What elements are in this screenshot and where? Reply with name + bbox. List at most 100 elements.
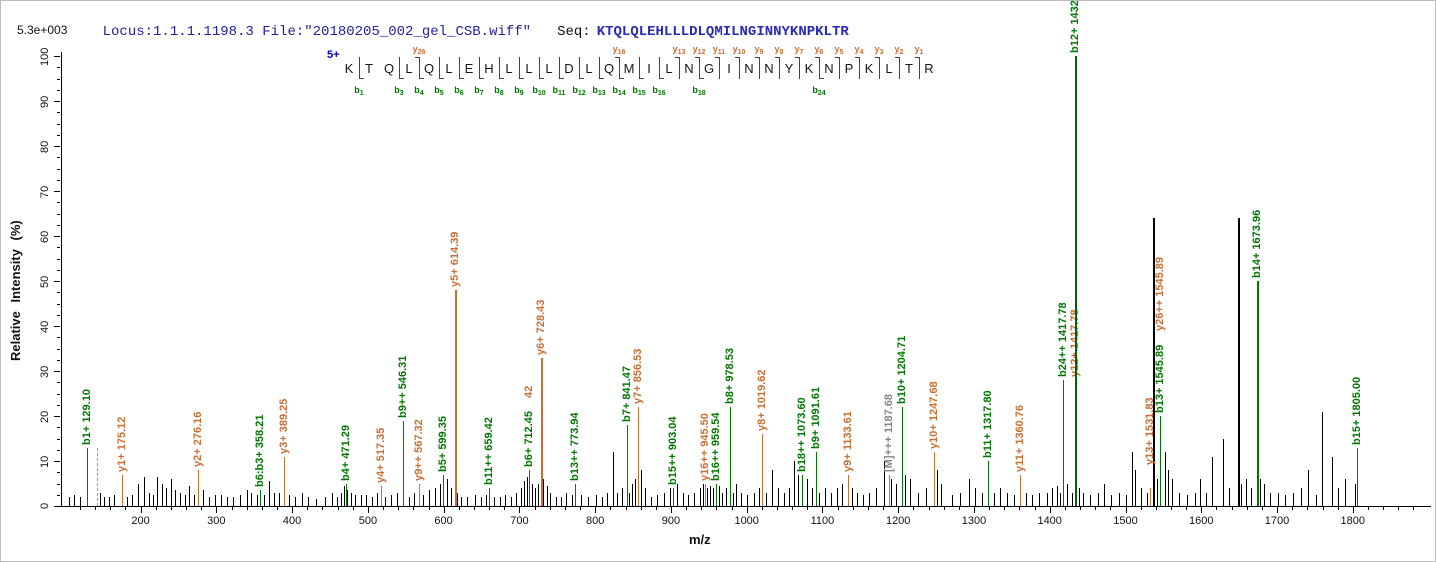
peak-label2-y26++: y26++ 1545.89 <box>1154 257 1167 332</box>
y-tick-major <box>54 146 60 147</box>
peak-unlabeled <box>1014 494 1016 507</box>
peak-label-b9+: b9+ 1091.61 <box>810 386 823 449</box>
peak-unlabeled <box>279 492 281 506</box>
peak-unlabeled <box>699 488 701 506</box>
y-tick-minor <box>57 89 60 91</box>
peak-unlabeled <box>273 492 275 506</box>
y-tick-major <box>54 101 60 102</box>
x-tick-minor <box>1383 507 1385 510</box>
ladder-b-ion-b12: b12 <box>572 85 586 97</box>
peak-unlabeled <box>520 488 522 506</box>
ladder-b-ion-b1: b1 <box>354 85 364 97</box>
peak-unlabeled <box>783 492 785 506</box>
peak-label-b13++: b13++ 773.94 <box>569 411 582 481</box>
y-ion-hook <box>835 57 839 58</box>
y-tick-minor <box>57 67 60 69</box>
peak-label-b1+: b1+ 129.10 <box>80 388 93 445</box>
ladder-b-ion-b9: b9 <box>514 85 524 97</box>
peak-unlabeled <box>868 492 870 506</box>
residue-H-8: H <box>484 61 494 76</box>
peak-unlabeled <box>165 488 167 506</box>
y-tick-major <box>54 56 60 57</box>
peak-unlabeled <box>157 476 159 507</box>
peak-unlabeled <box>1039 492 1041 506</box>
x-tick-minor <box>428 507 430 510</box>
peak-unlabeled <box>1205 492 1207 506</box>
peak-unlabeled <box>707 488 709 506</box>
ladder-b-ion-b16: b16 <box>652 85 666 97</box>
peak-unlabeled <box>632 483 634 506</box>
peak-unlabeled <box>189 485 190 507</box>
peak-unlabeled <box>588 497 590 506</box>
peak-unlabeled <box>635 479 637 506</box>
x-tick-minor <box>1231 507 1233 510</box>
peak-unlabeled <box>836 488 838 506</box>
peak-unlabeled <box>220 494 222 507</box>
y-tick-label: 90 <box>39 95 51 108</box>
peak-unlabeled <box>677 483 678 506</box>
peak-b13++ <box>575 483 577 506</box>
x-tick-label: 1000 <box>734 515 759 527</box>
peak-unlabeled <box>645 488 647 506</box>
peak-unlabeled <box>694 492 696 506</box>
x-tick-major <box>1352 507 1354 513</box>
x-tick-minor <box>1216 507 1218 510</box>
x-tick-minor <box>1155 507 1157 510</box>
x-tick-minor <box>1368 507 1369 510</box>
x-tick-minor <box>807 507 809 510</box>
x-tick-minor <box>95 507 97 510</box>
y-tick-label: 10 <box>39 455 51 468</box>
x-tick-major <box>822 507 824 513</box>
peak-unlabeled <box>385 497 387 506</box>
peak-label-b6+: b6+ 712.45 <box>522 411 535 467</box>
b-ion-hook <box>360 78 364 79</box>
ladder-b-ion-b10: b10 <box>532 85 546 97</box>
x-tick-minor <box>625 507 627 510</box>
peak-b12+ <box>1074 56 1077 506</box>
peak-unlabeled <box>194 494 196 507</box>
x-tick-minor <box>1004 507 1006 510</box>
peak-unlabeled <box>925 488 927 506</box>
peak-unlabeled <box>1067 483 1069 506</box>
peak-unlabeled <box>753 492 755 506</box>
b-ion-hook <box>480 78 484 79</box>
peak-label-y3+: y3+ 389.25 <box>277 398 290 454</box>
peak-unlabeled <box>710 485 712 507</box>
peak-unlabeled <box>1228 488 1230 506</box>
peak-unlabeled <box>376 492 378 506</box>
peak-unlabeled <box>126 497 128 506</box>
x-tick-major <box>1201 507 1203 513</box>
peak-y4+ <box>381 485 382 507</box>
ladder-b-ion-b15: b15 <box>632 85 646 97</box>
peak-unlabeled <box>580 494 582 507</box>
peak-unlabeled <box>1152 218 1155 506</box>
x-tick-minor <box>1337 507 1339 510</box>
x-tick-minor <box>1292 507 1294 510</box>
peak-label-b18++: b18++ 1073.60 <box>796 396 809 472</box>
peak-unlabeled <box>726 488 728 506</box>
y-tick-minor <box>57 224 60 226</box>
x-tick-minor <box>201 507 203 510</box>
peak-unlabeled <box>550 492 552 506</box>
peak-b9+ <box>816 452 818 506</box>
b-ion-hook <box>440 78 444 79</box>
fragment-boundary-tick-29 <box>915 57 920 79</box>
x-tick-minor <box>610 507 612 510</box>
peak-unlabeled <box>486 494 487 507</box>
x-tick-minor <box>261 507 263 510</box>
peak-unlabeled <box>295 497 297 506</box>
y-ion-hook <box>855 57 859 58</box>
peak-unlabeled <box>936 470 938 506</box>
x-tick-label: 600 <box>434 515 453 527</box>
y-tick-major <box>54 191 60 192</box>
fragment-boundary-tick-13 <box>599 57 604 79</box>
peak-unlabeled <box>959 492 961 506</box>
peak-unlabeled <box>397 492 399 506</box>
x-tick-minor <box>989 507 991 510</box>
x-tick-major <box>519 507 521 513</box>
x-tick-minor <box>943 507 945 510</box>
b-ion-hook <box>820 78 824 79</box>
x-tick-label: 1300 <box>961 515 987 527</box>
x-tick-minor <box>413 507 415 510</box>
